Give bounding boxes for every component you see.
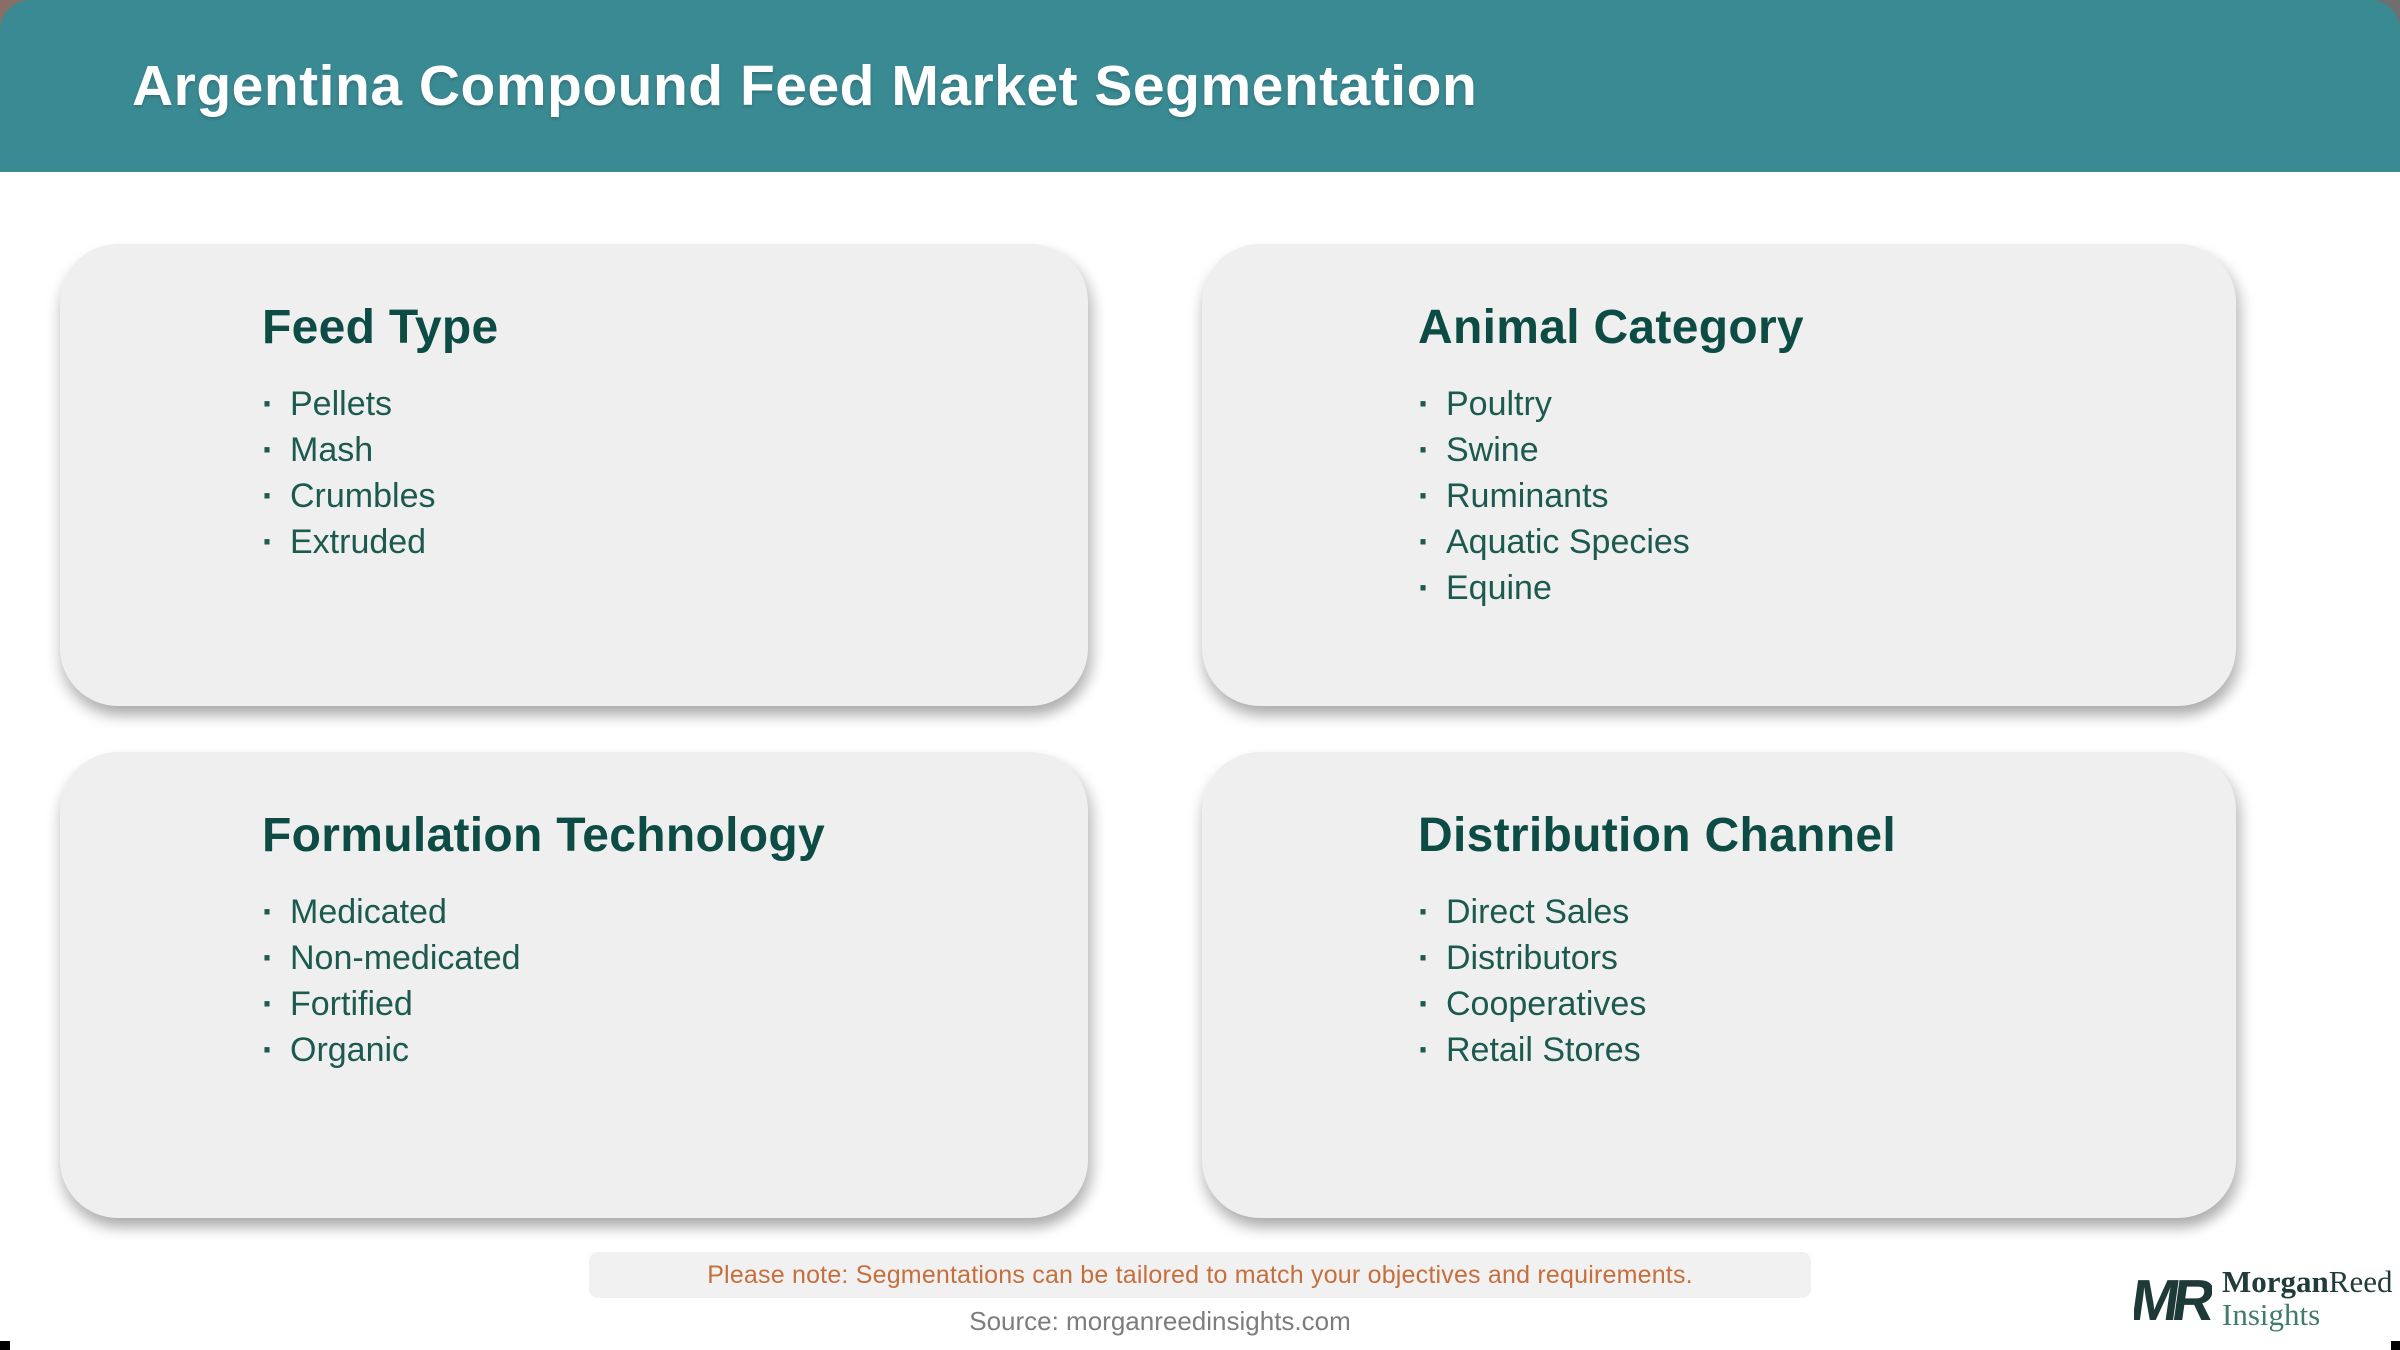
card-title-formulation-technology: Formulation Technology [262, 809, 826, 862]
card-feed-type: Feed Type Pellets Mash Crumbles Extruded [60, 244, 1088, 706]
list-item: Distributors [1418, 935, 2196, 981]
list-item: Ruminants [1418, 473, 2196, 519]
logo-name: MorganReed [2222, 1266, 2392, 1297]
list-item: Retail Stores [1418, 1027, 2196, 1073]
card-content: Feed Type Pellets Mash Crumbles Extruded [262, 300, 1048, 565]
logo-text-block: MorganReed Insights [2222, 1266, 2392, 1330]
source-text: Source: morganreedinsights.com [969, 1306, 1351, 1336]
list-item: Swine [1418, 427, 2196, 473]
monogram-text: MR [2134, 1268, 2212, 1328]
logo-name-bold: Morgan [2222, 1264, 2329, 1299]
card-content: Distribution Channel Direct Sales Distri… [1418, 808, 2196, 1073]
card-item-list: Medicated Non-medicated Fortified Organi… [262, 889, 1048, 1073]
card-title-animal-category: Animal Category [1418, 301, 1804, 354]
card-content: Formulation Technology Medicated Non-med… [262, 808, 1048, 1073]
morganreed-monogram-icon: MR [2134, 1268, 2212, 1328]
list-item: Direct Sales [1418, 889, 2196, 935]
list-item: Equine [1418, 565, 2196, 611]
list-item: Aquatic Species [1418, 519, 2196, 565]
logo-name-regular: Reed [2328, 1264, 2393, 1299]
logo-tagline: Insights [2222, 1297, 2321, 1332]
note-text: Please note: Segmentations can be tailor… [707, 1260, 1693, 1289]
list-item: Cooperatives [1418, 981, 2196, 1027]
card-item-list: Poultry Swine Ruminants Aquatic Species … [1418, 381, 2196, 611]
card-title-distribution-channel: Distribution Channel [1418, 809, 1896, 862]
list-item: Poultry [1418, 381, 2196, 427]
card-title-feed-type: Feed Type [262, 301, 499, 354]
card-content: Animal Category Poultry Swine Ruminants … [1418, 300, 2196, 611]
note-banner: Please note: Segmentations can be tailor… [589, 1252, 1811, 1298]
list-item: Organic [262, 1027, 1048, 1073]
corner-mark-bottom-right [2391, 1341, 2400, 1350]
card-item-list: Direct Sales Distributors Cooperatives R… [1418, 889, 2196, 1073]
card-animal-category: Animal Category Poultry Swine Ruminants … [1202, 244, 2236, 706]
card-formulation-technology: Formulation Technology Medicated Non-med… [60, 752, 1088, 1218]
header-bar: Argentina Compound Feed Market Segmentat… [0, 0, 2400, 172]
morganreed-logo: MR MorganReed Insights [2134, 1266, 2392, 1330]
card-distribution-channel: Distribution Channel Direct Sales Distri… [1202, 752, 2236, 1218]
card-item-list: Pellets Mash Crumbles Extruded [262, 381, 1048, 565]
list-item: Fortified [262, 981, 1048, 1027]
corner-mark-bottom-left [0, 1341, 10, 1350]
page-title: Argentina Compound Feed Market Segmentat… [132, 54, 1478, 118]
list-item: Medicated [262, 889, 1048, 935]
list-item: Pellets [262, 381, 1048, 427]
list-item: Extruded [262, 519, 1048, 565]
list-item: Mash [262, 427, 1048, 473]
list-item: Non-medicated [262, 935, 1048, 981]
list-item: Crumbles [262, 473, 1048, 519]
